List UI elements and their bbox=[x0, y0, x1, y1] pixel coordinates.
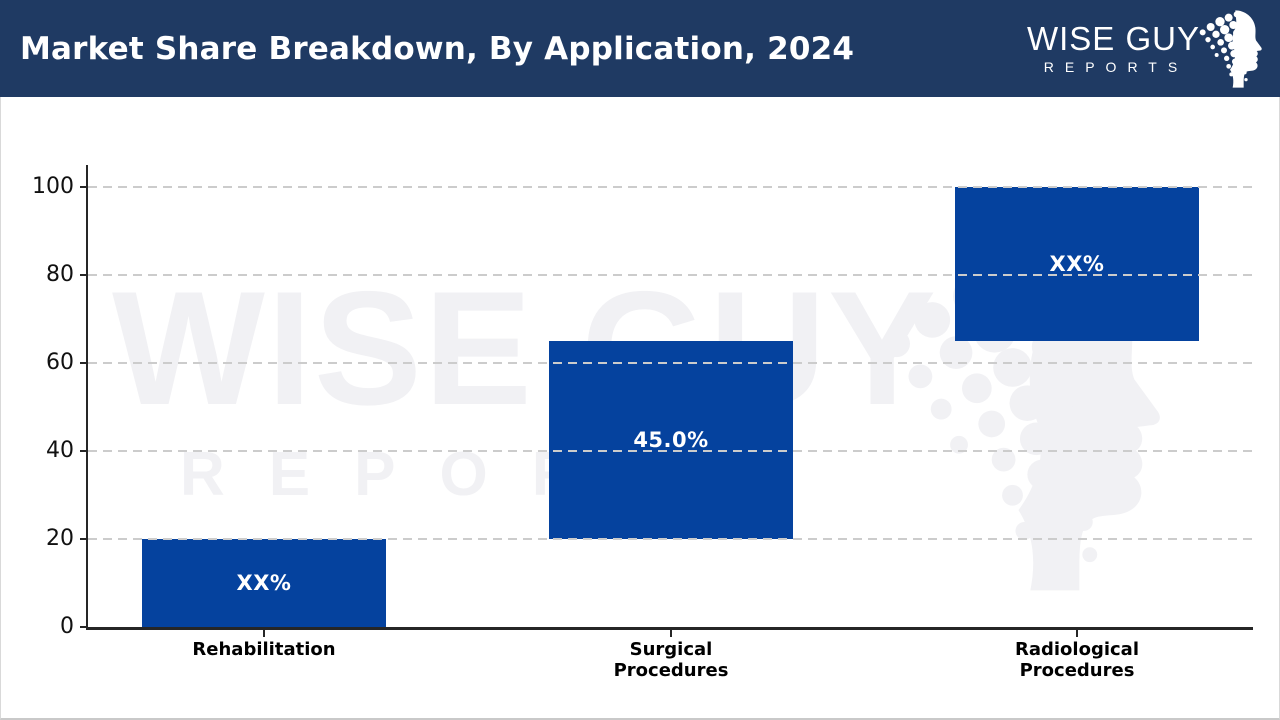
x-category-label-line: Radiological bbox=[1014, 639, 1139, 660]
x-category-label: Surgical Procedures bbox=[521, 639, 821, 681]
x-category-label: Radiological Procedures bbox=[927, 639, 1227, 681]
x-axis-tick bbox=[1076, 630, 1078, 637]
x-axis-tick bbox=[670, 630, 672, 637]
x-axis-line bbox=[86, 627, 1253, 630]
gridline bbox=[88, 274, 1253, 276]
x-category-label-line: Procedures bbox=[613, 660, 729, 681]
bar-value-label: XX% bbox=[1049, 252, 1105, 276]
bar-segment: XX% bbox=[142, 539, 386, 627]
y-axis-tick bbox=[80, 450, 88, 452]
gridline bbox=[88, 186, 1253, 188]
x-axis-tick bbox=[263, 630, 265, 637]
y-tick-label: 40 bbox=[46, 438, 74, 463]
brand-name: WISE GUY bbox=[1026, 20, 1200, 58]
y-axis-tick bbox=[80, 274, 88, 276]
gridline bbox=[88, 538, 1253, 540]
y-axis-tick bbox=[80, 626, 88, 628]
brand-head-icon bbox=[1194, 7, 1264, 91]
gridline bbox=[88, 450, 1253, 452]
y-tick-label: 60 bbox=[46, 350, 74, 375]
y-axis-tick bbox=[80, 362, 88, 364]
brand-logo: WISE GUY REPORTS bbox=[1027, 7, 1264, 91]
x-category-label-line: Rehabilitation bbox=[192, 639, 336, 660]
x-category-label: Rehabilitation bbox=[114, 639, 414, 660]
bar-segment: XX% bbox=[955, 187, 1199, 341]
y-axis-line bbox=[86, 165, 88, 630]
gridline bbox=[88, 362, 1253, 364]
y-tick-label: 80 bbox=[46, 262, 74, 287]
bar-value-label: XX% bbox=[236, 571, 292, 595]
y-axis-tick bbox=[80, 538, 88, 540]
x-category-label-line: Procedures bbox=[1019, 660, 1135, 681]
x-category-label-line: Surgical bbox=[629, 639, 713, 660]
y-axis-tick bbox=[80, 186, 88, 188]
bar-segment: 45.0% bbox=[549, 341, 793, 539]
brand-subname: REPORTS bbox=[1043, 58, 1189, 75]
bar-value-label: 45.0% bbox=[633, 428, 709, 452]
header-bar: Market Share Breakdown, By Application, … bbox=[0, 0, 1280, 97]
y-tick-label: 100 bbox=[32, 174, 74, 199]
y-tick-label: 20 bbox=[46, 526, 74, 551]
y-tick-label: 0 bbox=[60, 614, 74, 639]
brand-logo-text: WISE GUY REPORTS bbox=[1027, 22, 1200, 75]
page-title: Market Share Breakdown, By Application, … bbox=[20, 30, 855, 67]
